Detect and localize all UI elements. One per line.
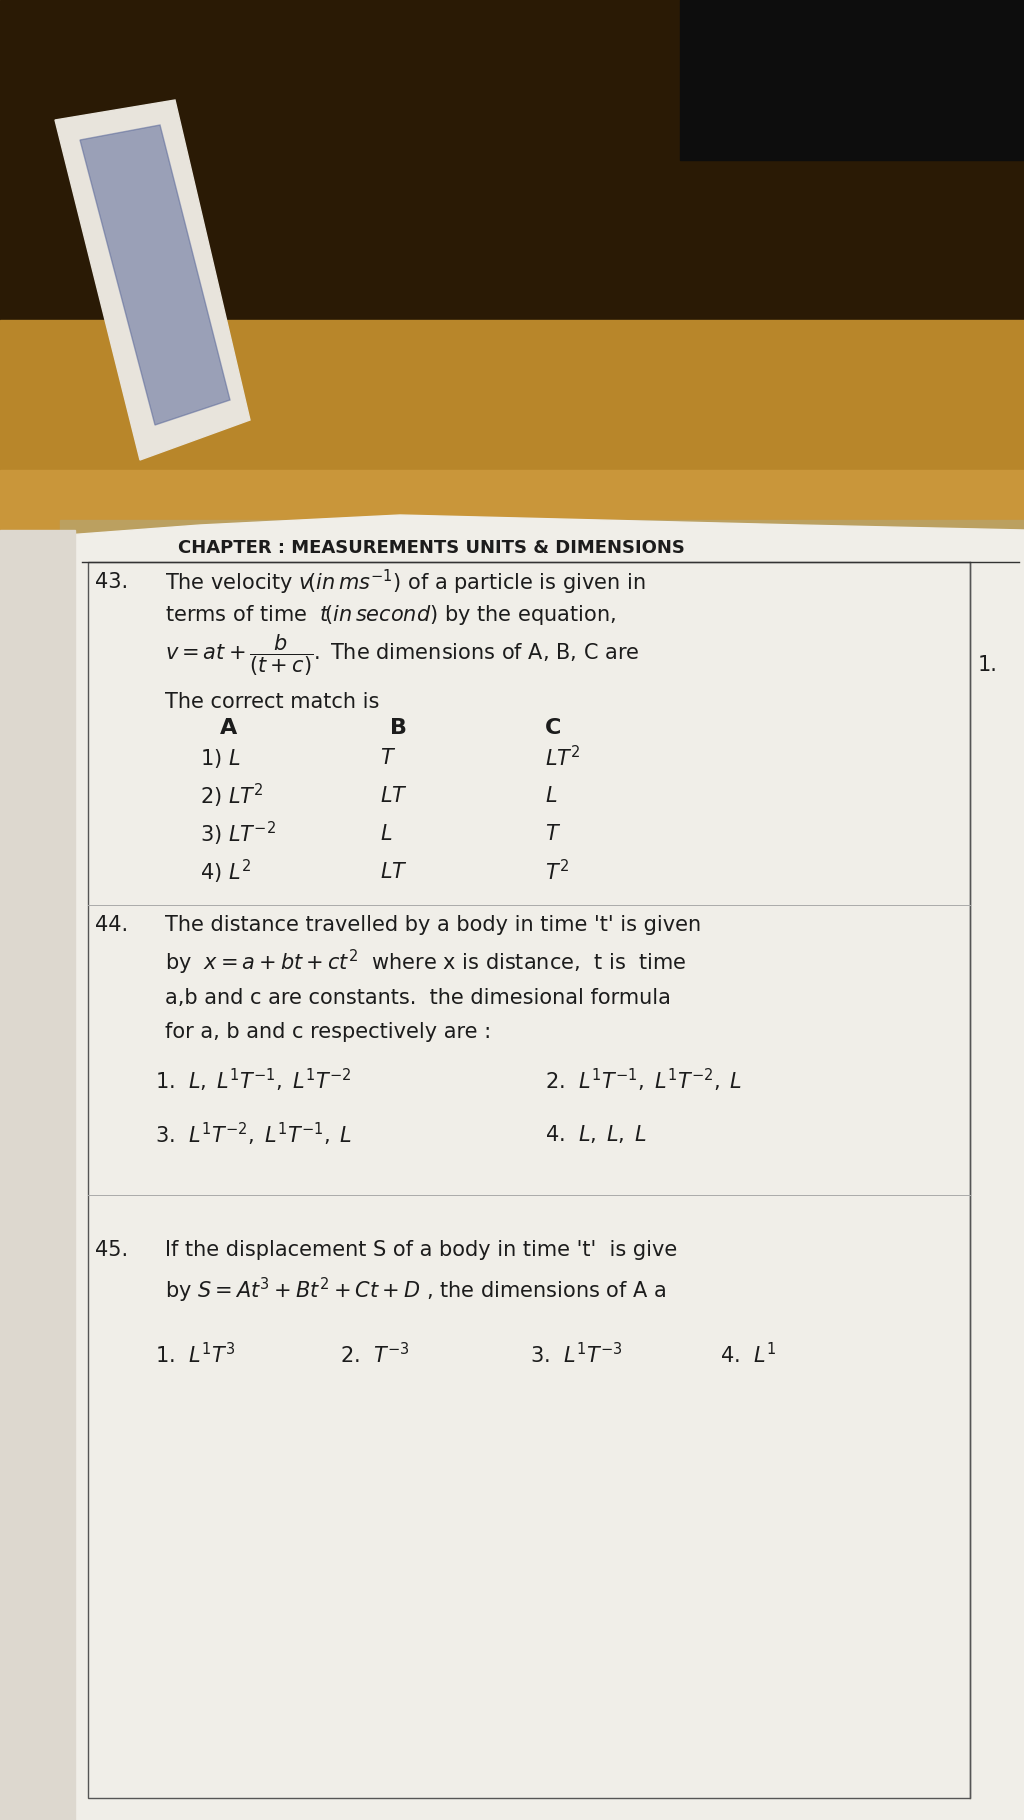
- Text: $T$: $T$: [380, 748, 396, 768]
- Text: by  $x = a + bt + ct^2$  where x is distance,  t is  time: by $x = a + bt + ct^2$ where x is distan…: [165, 948, 686, 977]
- Text: terms of time  $t\!\left(in\,second\right)$ by the equation,: terms of time $t\!\left(in\,second\right…: [165, 602, 616, 628]
- Text: $L$: $L$: [380, 824, 392, 844]
- Text: by $S = At^3 + Bt^2 + Ct + D$ , the dimensions of A a: by $S = At^3 + Bt^2 + Ct + D$ , the dime…: [165, 1276, 667, 1305]
- Text: 1.  $L,\; L^1T^{-1},\; L^1T^{-2}$: 1. $L,\; L^1T^{-1},\; L^1T^{-2}$: [155, 1067, 351, 1094]
- Text: 44.: 44.: [95, 915, 128, 935]
- Bar: [0, 670, 1024, 1019]
- Bar: [0, 470, 1024, 770]
- Bar: [88, 562, 970, 1798]
- Text: $v = at + \dfrac{b}{(t+c)}$$.\;$The dimensions of A, B, C are: $v = at + \dfrac{b}{(t+c)}$$.\;$The dime…: [165, 632, 639, 677]
- Text: $T^2$: $T^2$: [545, 859, 569, 885]
- Bar: [0, 320, 1024, 570]
- Text: CHAPTER : MEASUREMENTS UNITS & DIMENSIONS: CHAPTER : MEASUREMENTS UNITS & DIMENSION…: [178, 539, 685, 557]
- Polygon shape: [55, 100, 250, 460]
- Bar: [0, 530, 75, 1820]
- Bar: [0, 0, 1024, 470]
- Text: C: C: [545, 719, 561, 737]
- Polygon shape: [0, 515, 1024, 1820]
- Text: 3.  $L^1T^{-3}$: 3. $L^1T^{-3}$: [530, 1343, 623, 1367]
- Text: 1) $L$: 1) $L$: [200, 746, 241, 770]
- Text: 4.  $L^1$: 4. $L^1$: [720, 1343, 776, 1367]
- Text: 1.  $L^1T^3$: 1. $L^1T^3$: [155, 1343, 236, 1367]
- Text: 43.: 43.: [95, 571, 128, 592]
- Polygon shape: [80, 126, 230, 426]
- Text: 2.  $T^{-3}$: 2. $T^{-3}$: [340, 1343, 410, 1367]
- Text: 1.: 1.: [978, 655, 997, 675]
- Text: 3.  $L^1T^{-2},\; L^1T^{-1},\; L$: 3. $L^1T^{-2},\; L^1T^{-1},\; L$: [155, 1121, 352, 1148]
- Text: 4.  $L,\;  L,\;  L$: 4. $L,\; L,\; L$: [545, 1123, 646, 1145]
- Text: 2.  $L^1T^{-1},\; L^1T^{-2},\; L$: 2. $L^1T^{-1},\; L^1T^{-2},\; L$: [545, 1067, 742, 1094]
- Text: 2) $LT^2$: 2) $LT^2$: [200, 783, 264, 810]
- Text: 45.: 45.: [95, 1239, 128, 1259]
- Text: The distance travelled by a body in time 't' is given: The distance travelled by a body in time…: [165, 915, 701, 935]
- Text: The velocity $v\!\left(in\,ms^{-1}\right)$ of a particle is given in: The velocity $v\!\left(in\,ms^{-1}\right…: [165, 568, 645, 597]
- Bar: [60, 521, 1024, 641]
- Text: 3) $LT^{-2}$: 3) $LT^{-2}$: [200, 819, 276, 848]
- Text: If the displacement S of a body in time 't'  is give: If the displacement S of a body in time …: [165, 1239, 677, 1259]
- Text: B: B: [390, 719, 407, 737]
- Text: $LT$: $LT$: [380, 863, 408, 883]
- Text: 4) $L^2$: 4) $L^2$: [200, 857, 251, 886]
- Text: a,b and c are constants.  the dimesional formula: a,b and c are constants. the dimesional …: [165, 988, 671, 1008]
- Text: A: A: [220, 719, 238, 737]
- Text: $LT^2$: $LT^2$: [545, 746, 581, 770]
- Text: $LT$: $LT$: [380, 786, 408, 806]
- Text: $L$: $L$: [545, 786, 557, 806]
- Text: for a, b and c respectively are :: for a, b and c respectively are :: [165, 1023, 492, 1043]
- Bar: [680, 0, 1024, 160]
- Text: $T$: $T$: [545, 824, 561, 844]
- Text: The correct match is: The correct match is: [165, 692, 379, 712]
